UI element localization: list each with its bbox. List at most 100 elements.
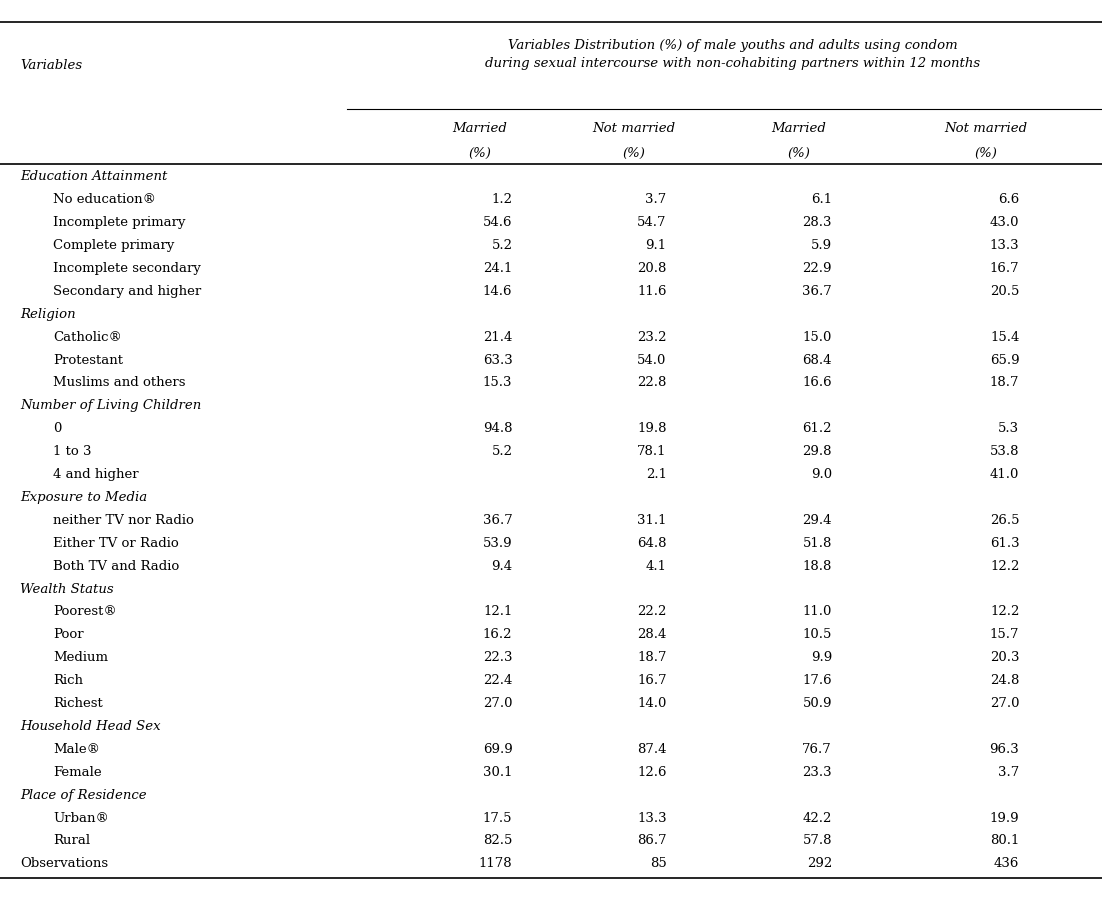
Text: 292: 292	[807, 858, 832, 870]
Text: Either TV or Radio: Either TV or Radio	[53, 537, 179, 550]
Text: 28.3: 28.3	[802, 216, 832, 229]
Text: 54.6: 54.6	[483, 216, 512, 229]
Text: 9.0: 9.0	[811, 468, 832, 481]
Text: (%): (%)	[788, 147, 810, 160]
Text: 27.0: 27.0	[990, 697, 1019, 710]
Text: Observations: Observations	[20, 858, 108, 870]
Text: 42.2: 42.2	[802, 812, 832, 824]
Text: 86.7: 86.7	[637, 834, 667, 848]
Text: 5.2: 5.2	[491, 239, 512, 252]
Text: 22.2: 22.2	[637, 605, 667, 619]
Text: 24.8: 24.8	[990, 674, 1019, 687]
Text: 28.4: 28.4	[637, 629, 667, 641]
Text: 53.9: 53.9	[483, 537, 512, 550]
Text: neither TV nor Radio: neither TV nor Radio	[53, 514, 194, 527]
Text: 18.7: 18.7	[990, 376, 1019, 390]
Text: 1.2: 1.2	[491, 193, 512, 207]
Text: 30.1: 30.1	[483, 766, 512, 779]
Text: Household Head Sex: Household Head Sex	[20, 720, 161, 733]
Text: Both TV and Radio: Both TV and Radio	[53, 559, 180, 573]
Text: 5.9: 5.9	[811, 239, 832, 252]
Text: 0: 0	[53, 422, 62, 436]
Text: 85: 85	[650, 858, 667, 870]
Text: Secondary and higher: Secondary and higher	[53, 285, 202, 298]
Text: Urban®: Urban®	[53, 812, 109, 824]
Text: Medium: Medium	[53, 651, 108, 665]
Text: 15.3: 15.3	[483, 376, 512, 390]
Text: 14.0: 14.0	[637, 697, 667, 710]
Text: (%): (%)	[468, 147, 490, 160]
Text: 12.2: 12.2	[990, 605, 1019, 619]
Text: 2.1: 2.1	[646, 468, 667, 481]
Text: 50.9: 50.9	[802, 697, 832, 710]
Text: 16.2: 16.2	[483, 629, 512, 641]
Text: 94.8: 94.8	[483, 422, 512, 436]
Text: 436: 436	[994, 858, 1019, 870]
Text: 54.0: 54.0	[637, 354, 667, 366]
Text: Richest: Richest	[53, 697, 102, 710]
Text: Female: Female	[53, 766, 101, 779]
Text: 53.8: 53.8	[990, 445, 1019, 458]
Text: 22.9: 22.9	[802, 262, 832, 275]
Text: 87.4: 87.4	[637, 743, 667, 756]
Text: 68.4: 68.4	[802, 354, 832, 366]
Text: Exposure to Media: Exposure to Media	[20, 491, 147, 504]
Text: Rural: Rural	[53, 834, 90, 848]
Text: 20.8: 20.8	[637, 262, 667, 275]
Text: 11.6: 11.6	[637, 285, 667, 298]
Text: Incomplete primary: Incomplete primary	[53, 216, 185, 229]
Text: 13.3: 13.3	[990, 239, 1019, 252]
Text: 15.7: 15.7	[990, 629, 1019, 641]
Text: Married: Married	[771, 122, 826, 135]
Text: 14.6: 14.6	[483, 285, 512, 298]
Text: 43.0: 43.0	[990, 216, 1019, 229]
Text: Not married: Not married	[944, 122, 1028, 135]
Text: 65.9: 65.9	[990, 354, 1019, 366]
Text: 36.7: 36.7	[483, 514, 512, 527]
Text: Poorest®: Poorest®	[53, 605, 117, 619]
Text: 61.2: 61.2	[802, 422, 832, 436]
Text: 10.5: 10.5	[802, 629, 832, 641]
Text: 18.8: 18.8	[802, 559, 832, 573]
Text: 29.8: 29.8	[802, 445, 832, 458]
Text: Wealth Status: Wealth Status	[20, 583, 114, 595]
Text: 69.9: 69.9	[483, 743, 512, 756]
Text: 3.7: 3.7	[646, 193, 667, 207]
Text: 24.1: 24.1	[483, 262, 512, 275]
Text: 80.1: 80.1	[990, 834, 1019, 848]
Text: 13.3: 13.3	[637, 812, 667, 824]
Text: 15.4: 15.4	[990, 330, 1019, 344]
Text: 16.6: 16.6	[802, 376, 832, 390]
Text: 4 and higher: 4 and higher	[53, 468, 139, 481]
Text: 17.6: 17.6	[802, 674, 832, 687]
Text: 27.0: 27.0	[483, 697, 512, 710]
Text: Number of Living Children: Number of Living Children	[20, 400, 201, 412]
Text: Catholic®: Catholic®	[53, 330, 121, 344]
Text: 21.4: 21.4	[483, 330, 512, 344]
Text: 12.2: 12.2	[990, 559, 1019, 573]
Text: 12.6: 12.6	[637, 766, 667, 779]
Text: 6.6: 6.6	[998, 193, 1019, 207]
Text: 78.1: 78.1	[637, 445, 667, 458]
Text: Protestant: Protestant	[53, 354, 123, 366]
Text: 5.3: 5.3	[998, 422, 1019, 436]
Text: 12.1: 12.1	[483, 605, 512, 619]
Text: 82.5: 82.5	[483, 834, 512, 848]
Text: Variables: Variables	[20, 59, 82, 72]
Text: 5.2: 5.2	[491, 445, 512, 458]
Text: 36.7: 36.7	[802, 285, 832, 298]
Text: 22.4: 22.4	[483, 674, 512, 687]
Text: 61.3: 61.3	[990, 537, 1019, 550]
Text: (%): (%)	[975, 147, 997, 160]
Text: Married: Married	[452, 122, 507, 135]
Text: 11.0: 11.0	[802, 605, 832, 619]
Text: 51.8: 51.8	[802, 537, 832, 550]
Text: 16.7: 16.7	[637, 674, 667, 687]
Text: No education®: No education®	[53, 193, 155, 207]
Text: 76.7: 76.7	[802, 743, 832, 756]
Text: Rich: Rich	[53, 674, 83, 687]
Text: 6.1: 6.1	[811, 193, 832, 207]
Text: 54.7: 54.7	[637, 216, 667, 229]
Text: 9.9: 9.9	[811, 651, 832, 665]
Text: Not married: Not married	[592, 122, 676, 135]
